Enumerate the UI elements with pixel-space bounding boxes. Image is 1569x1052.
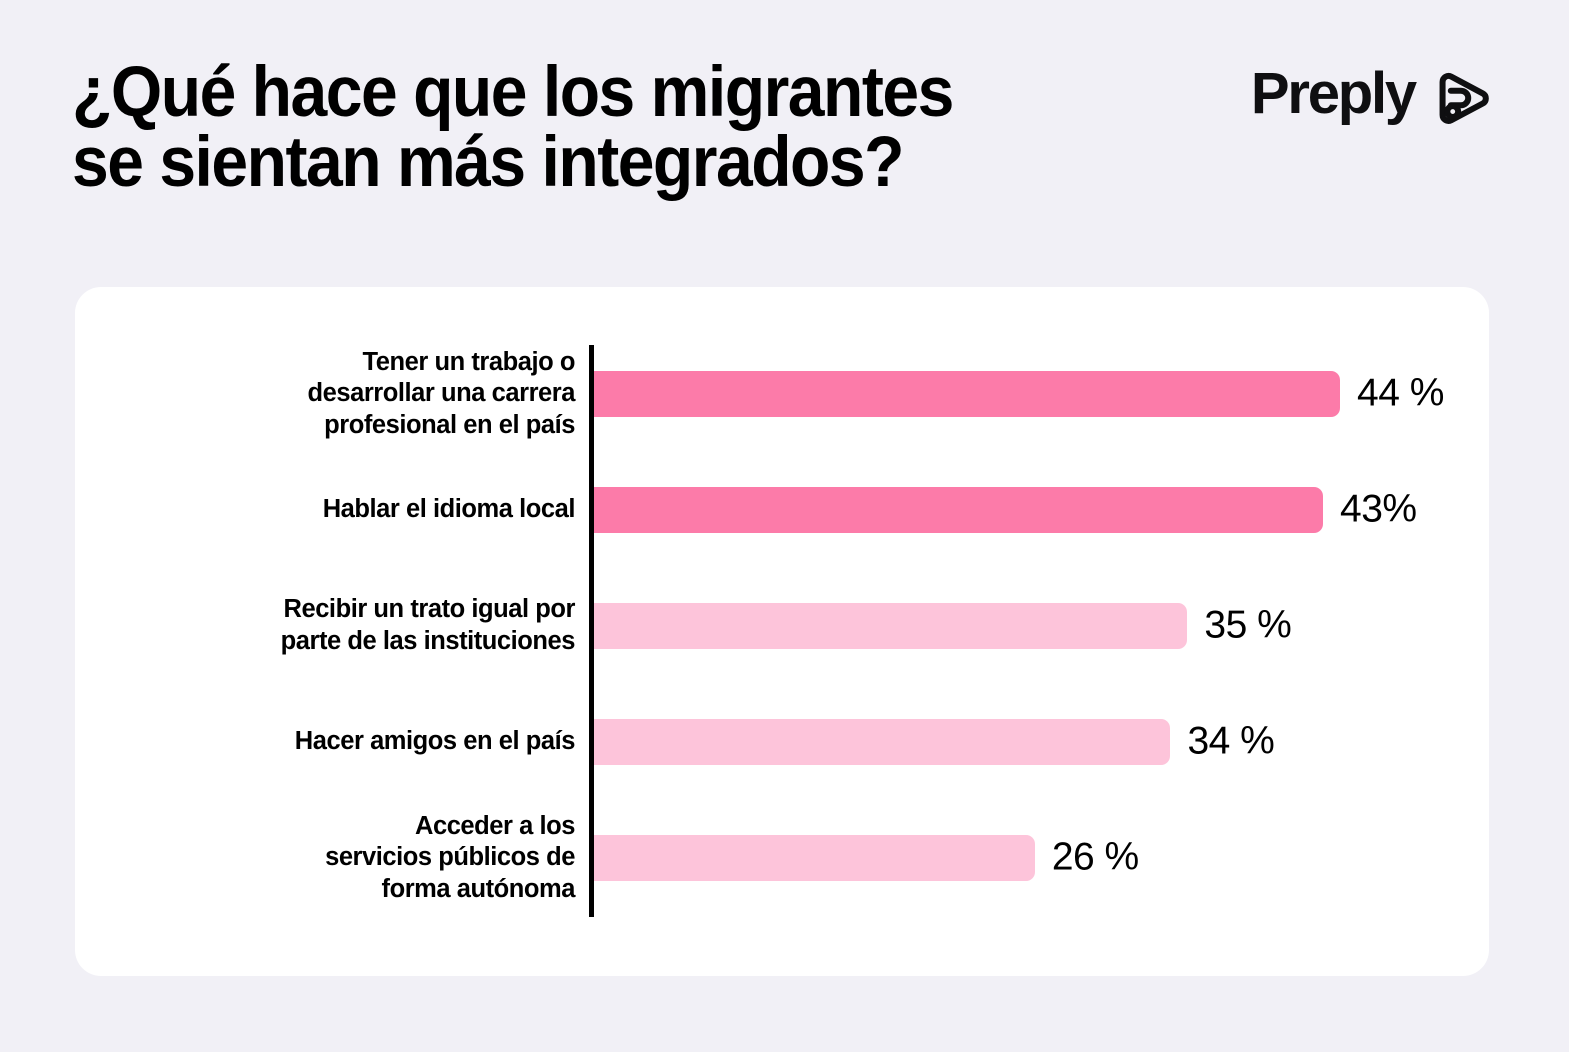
bar-row: Acceder a los servicios públicos de form… xyxy=(75,812,1489,903)
header: ¿Qué hace que los migrantes se sientan m… xyxy=(0,0,1569,287)
preply-play-bubble-icon xyxy=(1429,66,1491,128)
bar-track xyxy=(594,719,1171,765)
bar-value-label: 34 % xyxy=(1187,719,1275,763)
bar-value-label: 26 % xyxy=(1051,835,1139,879)
bar-value-label: 43% xyxy=(1340,487,1417,531)
bar-fill xyxy=(594,835,1035,881)
bar-track xyxy=(594,603,1188,649)
bar-category-label: Hablar el idioma local xyxy=(322,495,576,524)
bar-category-label: Hacer amigos en el país xyxy=(294,727,576,756)
bar-row: Tener un trabajo o desarrollar una carre… xyxy=(75,348,1489,439)
bar-row: Hacer amigos en el país 34 % xyxy=(75,719,1489,765)
bar-row: Hablar el idioma local 43% xyxy=(75,487,1489,533)
bar-fill xyxy=(594,603,1188,649)
bar-category-label: Recibir un trato igual por parte de las … xyxy=(280,595,576,656)
bar-fill xyxy=(594,371,1340,417)
bar-chart: Tener un trabajo o desarrollar una carre… xyxy=(75,287,1489,976)
bar-track xyxy=(594,371,1340,417)
brand-logo: Preply xyxy=(1251,54,1491,140)
bar-value-label: 44 % xyxy=(1357,371,1444,415)
bar-track xyxy=(594,487,1324,533)
bar-track xyxy=(594,835,1035,881)
page-title: ¿Qué hace que los migrantes se sientan m… xyxy=(72,53,954,202)
bar-fill xyxy=(594,719,1171,765)
chart-card: Tener un trabajo o desarrollar una carre… xyxy=(75,287,1489,976)
bar-fill xyxy=(594,487,1324,533)
bar-value-label: 35 % xyxy=(1204,603,1292,647)
brand-wordmark: Preply xyxy=(1250,61,1417,126)
bar-category-label: Tener un trabajo o desarrollar una carre… xyxy=(307,347,576,439)
bar-category-label: Acceder a los servicios públicos de form… xyxy=(325,811,575,903)
bar-row: Recibir un trato igual por parte de las … xyxy=(75,595,1489,655)
chart-axis-line xyxy=(589,345,594,917)
